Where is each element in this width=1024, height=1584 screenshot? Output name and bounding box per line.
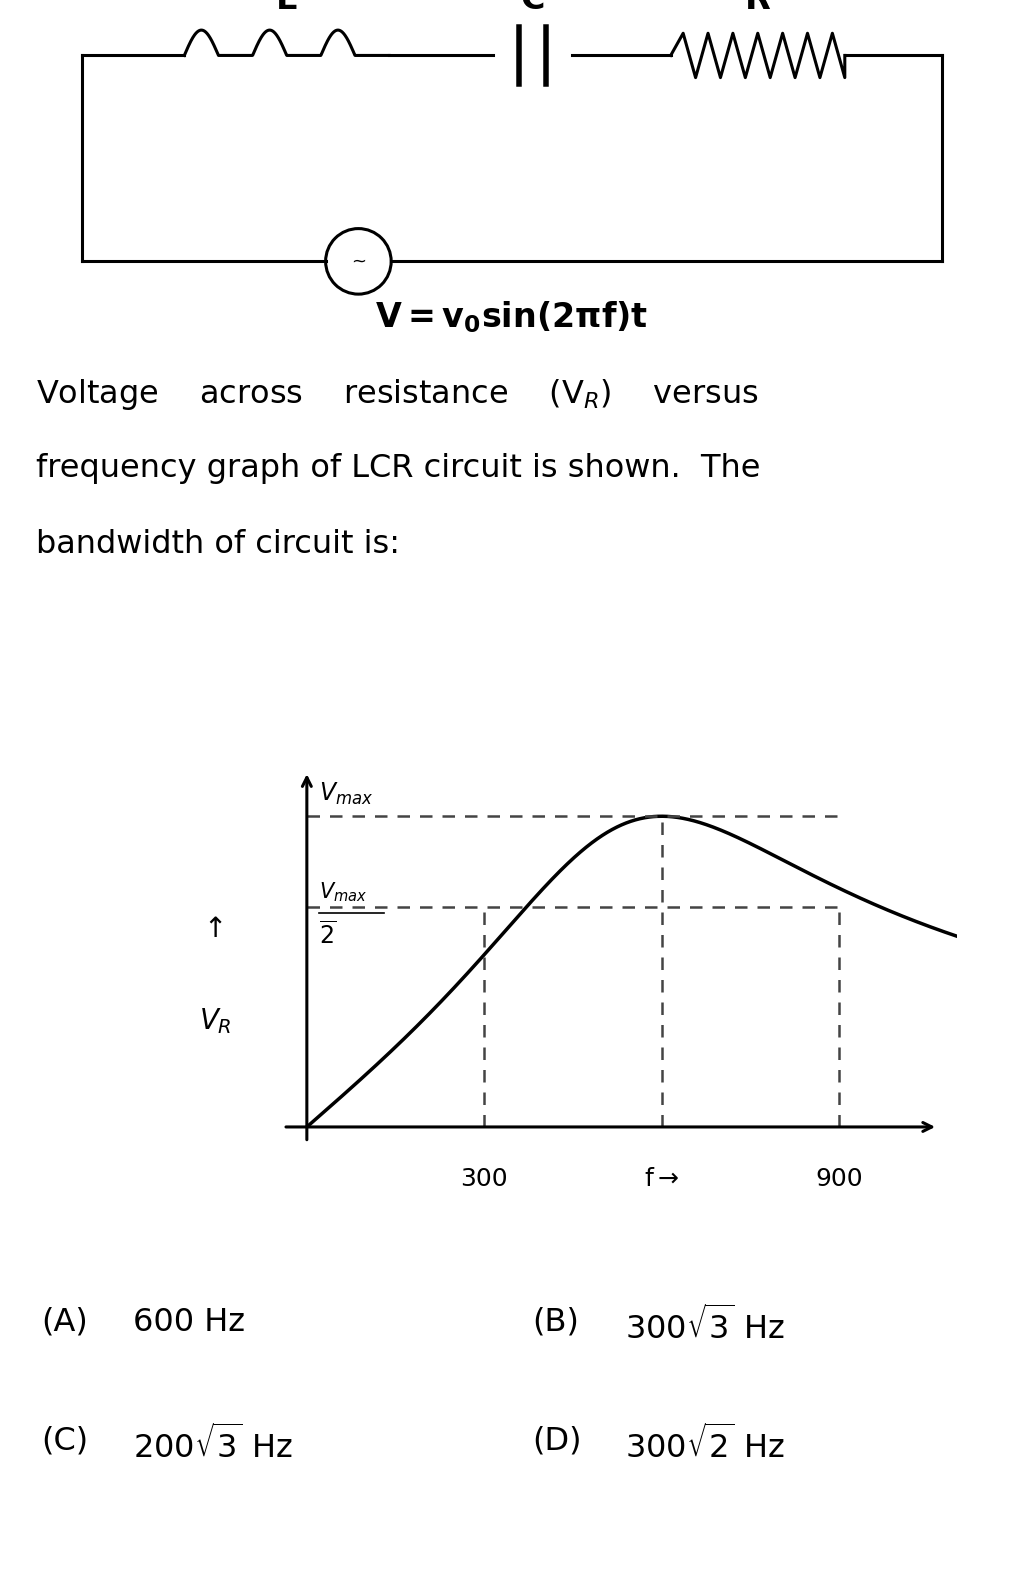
Text: (C): (C)	[41, 1426, 88, 1457]
Text: $300\sqrt{2}$ Hz: $300\sqrt{2}$ Hz	[625, 1426, 784, 1465]
Text: $300\sqrt{3}$ Hz: $300\sqrt{3}$ Hz	[625, 1307, 784, 1346]
Text: $200\sqrt{3}$ Hz: $200\sqrt{3}$ Hz	[133, 1426, 293, 1465]
Text: C: C	[520, 0, 545, 16]
Text: (A): (A)	[41, 1307, 88, 1338]
Text: Voltage    across    resistance    (V$_R$)    versus: Voltage across resistance (V$_R$) versus	[36, 377, 759, 412]
Text: bandwidth of circuit is:: bandwidth of circuit is:	[36, 529, 399, 561]
Text: $V_{max}$: $V_{max}$	[318, 781, 373, 806]
Text: $\overline{2}$: $\overline{2}$	[318, 922, 336, 949]
Text: $V_R$: $V_R$	[199, 1006, 231, 1036]
Text: 300: 300	[461, 1167, 508, 1191]
Text: (D): (D)	[532, 1426, 582, 1457]
Text: 900: 900	[815, 1167, 863, 1191]
Text: ~: ~	[351, 252, 366, 271]
Text: $V_{max}$: $V_{max}$	[318, 881, 367, 904]
Text: $\mathbf{V=v_0sin(2\pi f)t}$: $\mathbf{V=v_0sin(2\pi f)t}$	[376, 299, 648, 334]
Text: (B): (B)	[532, 1307, 580, 1338]
Text: ↑: ↑	[204, 916, 226, 942]
Text: f$\rightarrow$: f$\rightarrow$	[644, 1167, 680, 1191]
Text: 600 Hz: 600 Hz	[133, 1307, 245, 1338]
Text: frequency graph of LCR circuit is shown.  The: frequency graph of LCR circuit is shown.…	[36, 453, 761, 485]
Text: R: R	[744, 0, 771, 16]
Text: L: L	[276, 0, 297, 16]
